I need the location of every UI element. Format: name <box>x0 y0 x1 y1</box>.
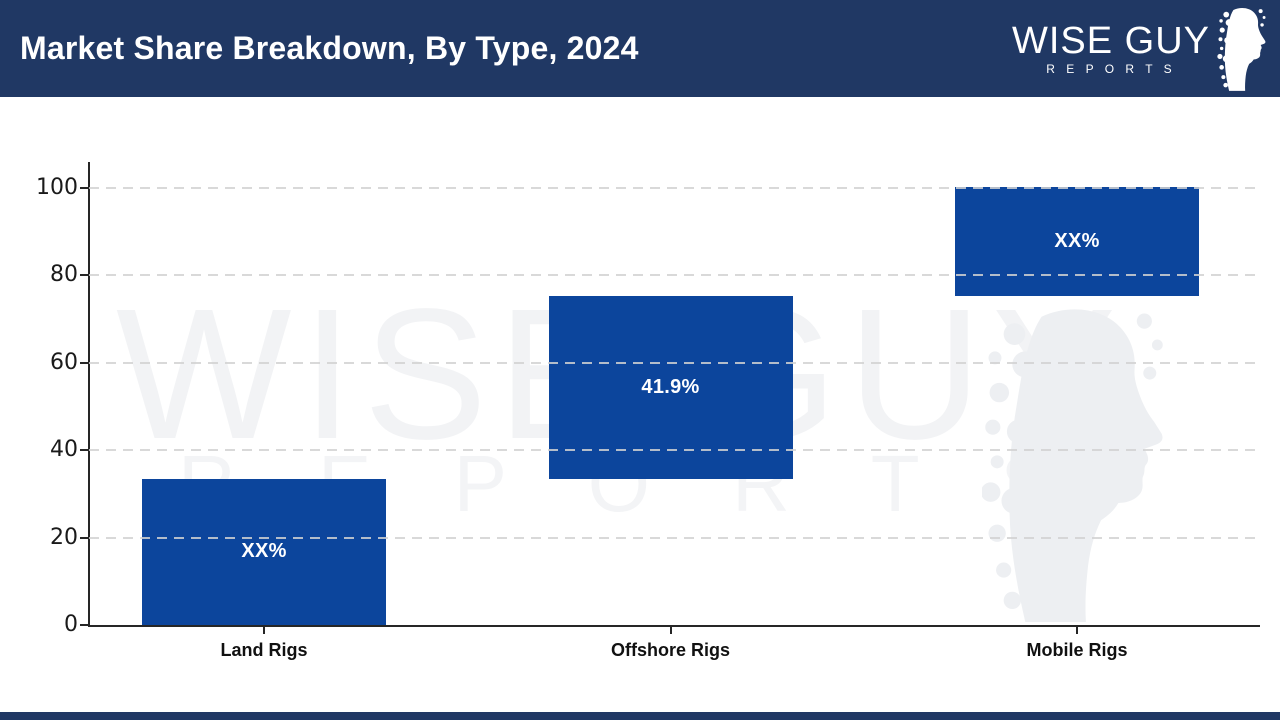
gridline-100 <box>89 186 1260 189</box>
bar-offshore-rigs: 41.9% <box>548 295 793 479</box>
y-axis-spine <box>88 162 90 627</box>
y-tick-label: 80 <box>50 262 78 287</box>
gridline-20 <box>89 536 1260 539</box>
x-tick-mark <box>1076 627 1078 634</box>
y-tick-mark <box>80 624 88 626</box>
footer-accent-bar <box>0 712 1280 720</box>
y-tick-label: 20 <box>50 524 78 550</box>
y-tick-label: 100 <box>36 174 78 200</box>
bar-value-label: XX% <box>241 540 287 563</box>
y-tick-mark <box>80 361 88 364</box>
x-tick-mark <box>263 627 265 634</box>
brand-line1: WISE GUY <box>1011 20 1210 62</box>
brand-wordmark: WISE GUY R E P O R T S <box>1012 22 1210 75</box>
gridline-40 <box>89 449 1260 451</box>
y-tick-label: 40 <box>50 437 78 462</box>
x-tick-mark <box>669 627 672 634</box>
bar-land-rigs: XX% <box>142 478 386 625</box>
brand-line2: R E P O R T S <box>1046 62 1176 76</box>
y-tick-mark <box>80 449 88 451</box>
y-tick-mark <box>80 186 88 189</box>
watermark-head-icon <box>982 309 1163 623</box>
y-tick-mark <box>80 536 88 539</box>
y-tick-mark <box>80 274 88 276</box>
bar-mobile-rigs: XX% <box>955 186 1199 296</box>
gridline-60 <box>89 361 1260 364</box>
y-tick-label: 60 <box>50 349 78 375</box>
x-tick-label: Offshore Rigs <box>610 640 730 660</box>
x-tick-label: Mobile Rigs <box>1026 640 1128 660</box>
brand-logo: WISE GUY R E P O R T S <box>1012 0 1270 97</box>
x-axis-spine <box>88 625 1260 627</box>
bar-value-label: 41.9% <box>641 375 700 398</box>
x-tick-label: Land Rigs <box>220 640 308 660</box>
y-tick-label: 0 <box>64 612 78 637</box>
header-bar: Market Share Breakdown, By Type, 2024 WI… <box>0 0 1280 97</box>
page-title: Market Share Breakdown, By Type, 2024 <box>20 30 639 66</box>
bar-value-label: XX% <box>1054 229 1100 252</box>
brand-head-icon <box>1217 7 1266 91</box>
gridline-80 <box>89 274 1260 276</box>
